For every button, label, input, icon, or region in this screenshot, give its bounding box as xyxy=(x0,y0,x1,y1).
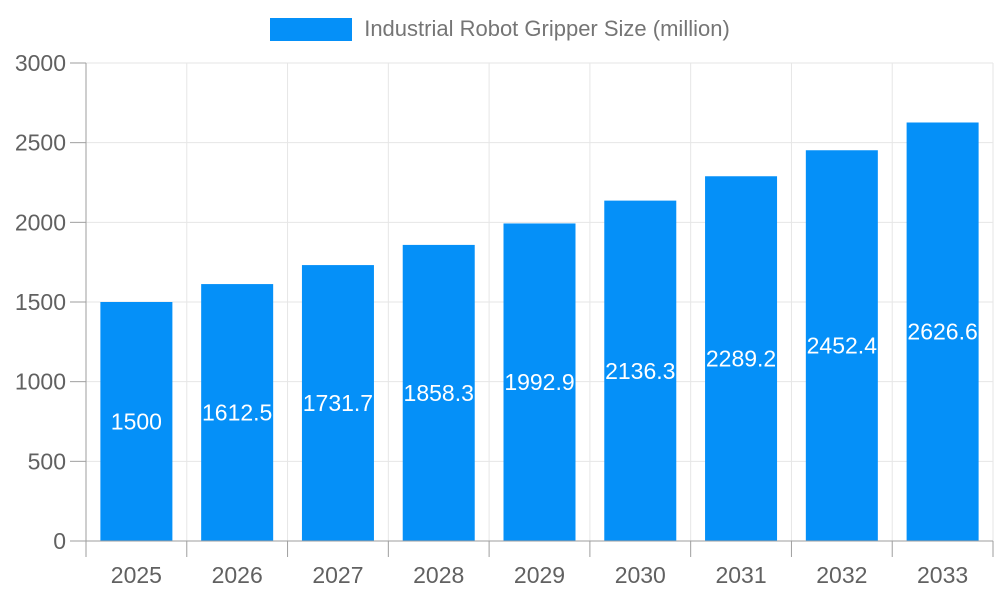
y-tick-label: 3000 xyxy=(15,50,66,76)
bar-value-label: 1992.9 xyxy=(504,369,574,395)
chart-legend[interactable]: Industrial Robot Gripper Size (million) xyxy=(0,16,1000,42)
bar-value-label: 1731.7 xyxy=(303,390,373,416)
bar-2026[interactable] xyxy=(201,284,274,541)
bar-2028[interactable] xyxy=(402,244,475,541)
x-tick-label: 2028 xyxy=(413,562,464,588)
legend-swatch xyxy=(270,17,353,41)
y-tick-label: 500 xyxy=(28,448,66,474)
bar-value-label: 2136.3 xyxy=(605,358,675,384)
x-tick-label: 2030 xyxy=(615,562,666,588)
bar-2031[interactable] xyxy=(705,176,778,541)
bar-value-label: 1858.3 xyxy=(404,380,474,406)
x-tick-label: 2032 xyxy=(816,562,867,588)
bar-value-label: 2452.4 xyxy=(807,333,878,359)
x-tick-label: 2026 xyxy=(212,562,263,588)
x-tick-label: 2025 xyxy=(111,562,162,588)
x-tick-label: 2029 xyxy=(514,562,565,588)
x-tick-label: 2031 xyxy=(715,562,766,588)
x-tick-label: 2033 xyxy=(917,562,968,588)
bar-2030[interactable] xyxy=(604,200,677,541)
bar-2033[interactable] xyxy=(906,122,979,542)
y-tick-label: 0 xyxy=(53,528,66,554)
bar-2029[interactable] xyxy=(503,223,576,541)
bar-value-label: 1612.5 xyxy=(202,400,272,426)
bar-2025[interactable] xyxy=(100,302,173,541)
bar-value-label: 1500 xyxy=(111,409,162,435)
y-tick-label: 1000 xyxy=(15,369,66,395)
y-tick-label: 2000 xyxy=(15,209,66,235)
legend-label: Industrial Robot Gripper Size (million) xyxy=(364,16,730,41)
bar-2027[interactable] xyxy=(301,265,374,541)
bar-value-label: 2626.6 xyxy=(907,319,977,345)
x-tick-label: 2027 xyxy=(312,562,363,588)
y-tick-label: 2500 xyxy=(15,130,66,156)
bar-2032[interactable] xyxy=(805,150,878,542)
y-tick-label: 1500 xyxy=(15,289,66,315)
bar-value-label: 2289.2 xyxy=(706,346,776,372)
